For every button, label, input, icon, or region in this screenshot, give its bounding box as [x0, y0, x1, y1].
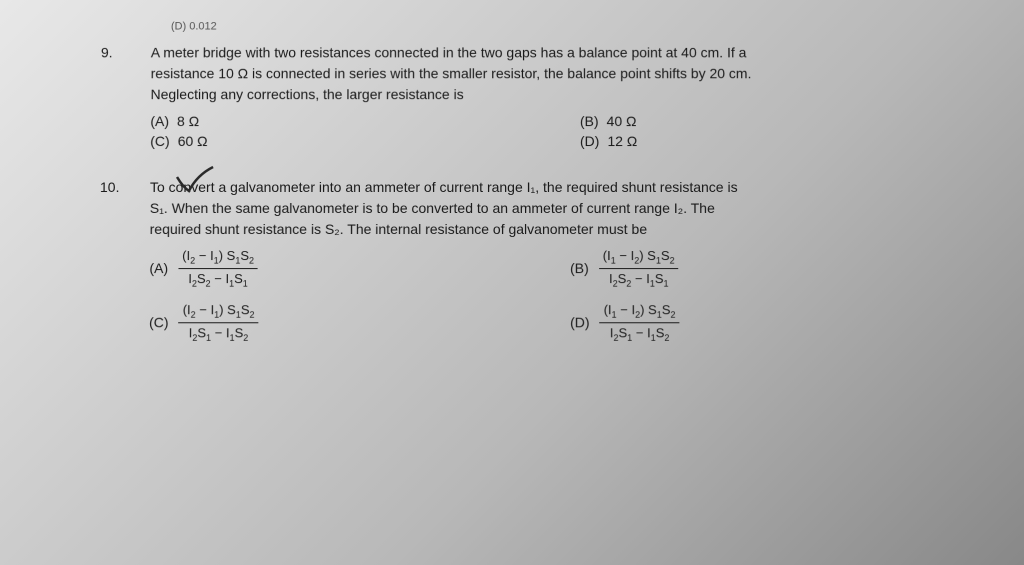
q10-option-d-fraction: (I1 − I2) S1S2 I2S1 − I1S2 [600, 302, 680, 342]
q10-option-b-label: (B) [570, 260, 589, 276]
question-number-9: 9. [101, 44, 121, 60]
q10-option-d-label: (D) [570, 315, 590, 331]
question-text-9: A meter bridge with two resistances conn… [150, 42, 943, 105]
q9-option-b-label: (B) [580, 113, 599, 129]
q10-option-c: (C) (I2 − I1) S1S2 I2S1 − I1S2 [149, 302, 300, 342]
q9-option-a-label: (A) [150, 113, 169, 129]
q10-option-a-fraction: (I2 − I1) S1S2 I2S2 − I1S1 [178, 248, 258, 288]
q10-line3: required shunt resistance is S₂. The int… [150, 221, 647, 237]
q10-option-b: (B) (I1 − I2) S1S2 I2S2 − I1S1 [570, 248, 720, 288]
question-text-10: To convert a galvanometer into an ammete… [150, 177, 945, 240]
q9-line2: resistance 10 Ω is connected in series w… [151, 65, 752, 81]
q9-option-d: (D) 12 Ω [580, 133, 730, 149]
q10-option-d: (D) (I1 − I2) S1S2 I2S1 − I1S2 [570, 302, 720, 342]
q9-line1: A meter bridge with two resistances conn… [151, 44, 747, 60]
q10-line2: S₁. When the same galvanometer is to be … [150, 200, 715, 216]
q10-a-denominator: I2S2 − I1S1 [184, 269, 252, 289]
q10-option-a: (A) (I2 − I1) S1S2 I2S2 − I1S1 [149, 248, 299, 288]
q9-option-d-value: 12 Ω [607, 133, 637, 149]
q9-option-c-value: 60 Ω [178, 133, 208, 149]
q10-a-numerator: (I2 − I1) S1S2 [178, 248, 258, 269]
q9-option-b-value: 40 Ω [607, 113, 637, 129]
q9-option-a: (A) 8 Ω [150, 113, 300, 129]
q9-options: (A) 8 Ω (B) 40 Ω (C) 60 Ω (D) 12 Ω [150, 113, 944, 149]
q9-option-b: (B) 40 Ω [580, 113, 730, 129]
q9-option-c-label: (C) [150, 133, 170, 149]
q10-line1: To convert a galvanometer into an ammete… [150, 179, 738, 195]
q10-option-c-fraction: (I2 − I1) S1S2 I2S1 − I1S2 [178, 302, 258, 342]
q10-option-b-fraction: (I1 − I2) S1S2 I2S2 − I1S1 [599, 248, 679, 288]
q10-c-denominator: I2S1 − I1S2 [185, 323, 253, 343]
q10-option-c-label: (C) [149, 315, 169, 331]
q10-b-numerator: (I1 − I2) S1S2 [599, 248, 679, 269]
q10-option-a-label: (A) [149, 260, 168, 276]
q9-line3: Neglecting any corrections, the larger r… [151, 86, 464, 102]
partial-previous-text: (D) 0.012 [171, 21, 943, 33]
question-10: 10. To convert a galvanometer into an am… [99, 177, 945, 343]
q10-b-denominator: I2S2 − I1S1 [605, 269, 673, 289]
checkmark-icon [175, 165, 215, 195]
q10-c-numerator: (I2 − I1) S1S2 [179, 302, 259, 323]
question-number-10: 10. [100, 179, 120, 195]
q9-option-c: (C) 60 Ω [150, 133, 300, 149]
question-9: 9. A meter bridge with two resistances c… [100, 42, 944, 149]
q9-option-d-label: (D) [580, 133, 599, 149]
q10-d-denominator: I2S1 − I1S2 [606, 323, 674, 343]
q10-d-numerator: (I1 − I2) S1S2 [600, 302, 680, 323]
q10-options: (A) (I2 − I1) S1S2 I2S2 − I1S1 (B) (I1 −… [149, 248, 945, 343]
q9-option-a-value: 8 Ω [177, 113, 199, 129]
